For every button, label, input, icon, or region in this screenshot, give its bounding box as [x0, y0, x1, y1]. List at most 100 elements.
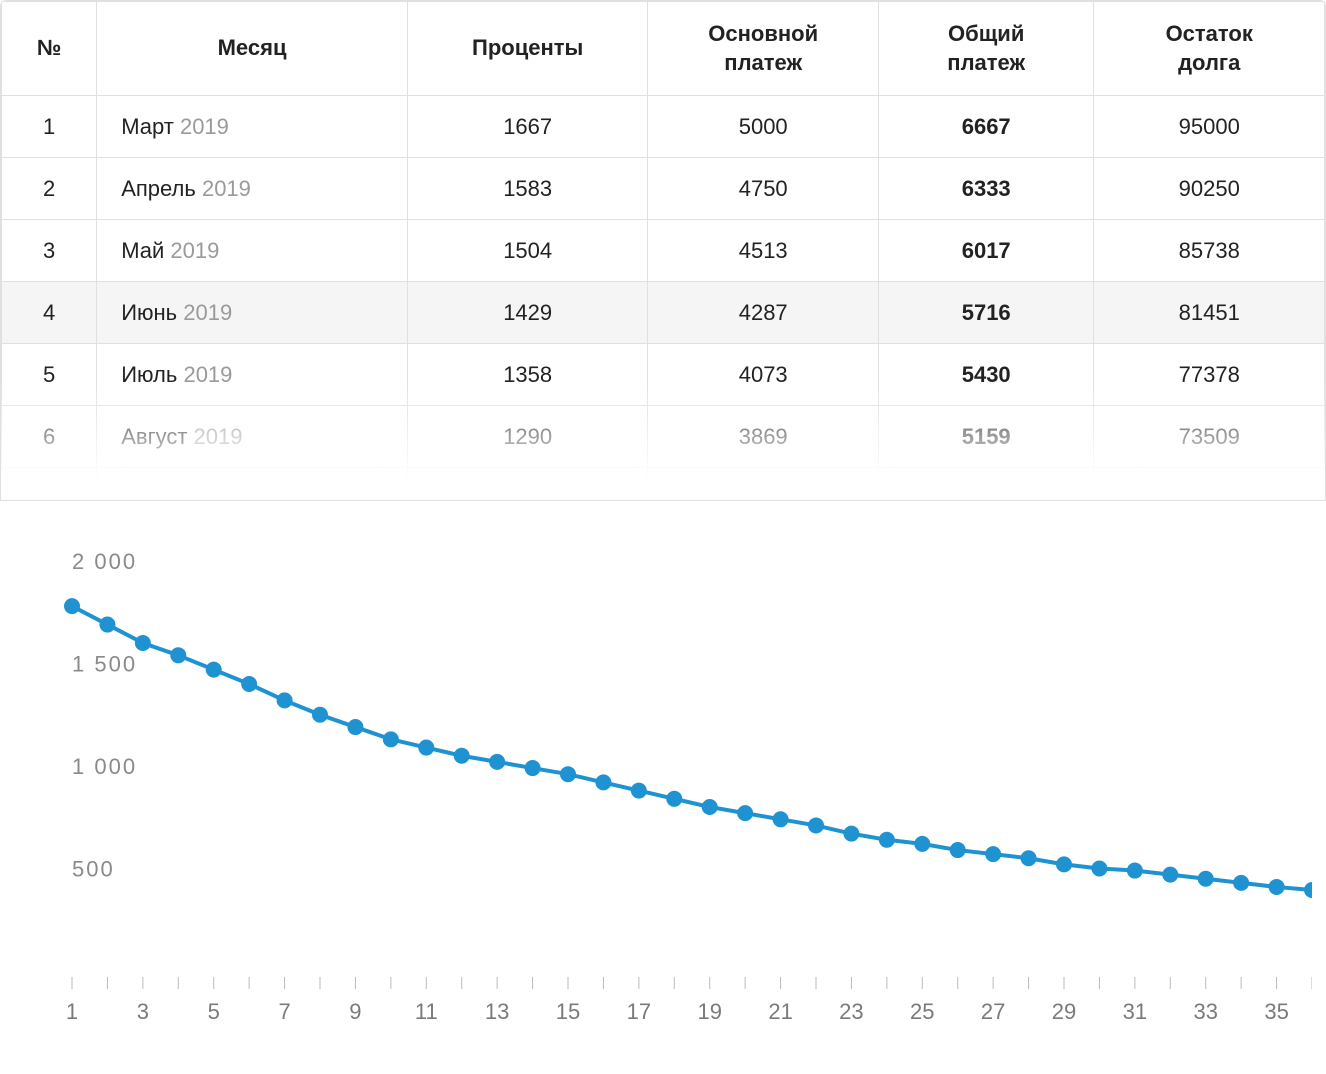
cell-month: Июнь 2019	[97, 282, 408, 344]
series-point	[418, 740, 434, 756]
x-tick-label: 11	[415, 999, 438, 1024]
cell-interest: 1583	[407, 158, 648, 220]
month-year: 2019	[202, 176, 251, 201]
payment-schedule-table: №МесяцПроцентыОсновнойплатежОбщийплатежО…	[1, 1, 1325, 501]
x-tick-label: 35	[1264, 999, 1288, 1024]
series-point	[985, 846, 1001, 862]
series-point	[99, 617, 115, 633]
y-tick-label: 500	[72, 857, 115, 882]
table-row[interactable]: 3Май 201915044513601785738	[2, 220, 1325, 282]
table-row[interactable]: 5Июль 201913584073543077378	[2, 344, 1325, 406]
interest-line-chart: 5001 0001 5002 0001357911131517192123252…	[12, 541, 1312, 1041]
cell-principal: 5000	[648, 96, 879, 158]
series-point	[1091, 861, 1107, 877]
x-tick-label: 33	[1193, 999, 1217, 1024]
month-year: 2019	[226, 486, 275, 502]
series-point	[631, 783, 647, 799]
series-point	[64, 598, 80, 614]
series-point	[808, 817, 824, 833]
cell-month: Апрель 2019	[97, 158, 408, 220]
month-name: Март	[121, 114, 180, 139]
cell-total: 4901	[878, 468, 1093, 502]
cell-month: Сентябрь 2019	[97, 468, 408, 502]
cell-principal: 3675	[648, 468, 879, 502]
month-year: 2019	[194, 424, 243, 449]
month-year: 2019	[183, 362, 232, 387]
series-point	[1269, 879, 1285, 895]
cell-balance: 95000	[1094, 96, 1325, 158]
cell-month: Август 2019	[97, 406, 408, 468]
series-point	[879, 832, 895, 848]
cell-total: 5159	[878, 406, 1093, 468]
x-tick-label: 13	[485, 999, 509, 1024]
month-name: Май	[121, 238, 170, 263]
series-point	[950, 842, 966, 858]
cell-total: 5430	[878, 344, 1093, 406]
x-tick-label: 23	[839, 999, 863, 1024]
series-point	[1162, 867, 1178, 883]
cell-interest: 1290	[407, 406, 648, 468]
x-tick-label: 7	[278, 999, 290, 1024]
month-name: Август	[121, 424, 193, 449]
table-row[interactable]: 1Март 201916675000666795000	[2, 96, 1325, 158]
table-row[interactable]: 2Апрель 201915834750633390250	[2, 158, 1325, 220]
x-tick-label: 9	[349, 999, 361, 1024]
month-year: 2019	[170, 238, 219, 263]
cell-n: 6	[2, 406, 97, 468]
series-point	[241, 676, 257, 692]
cell-month: Март 2019	[97, 96, 408, 158]
cell-n: 7	[2, 468, 97, 502]
cell-interest: 1358	[407, 344, 648, 406]
series-point	[489, 754, 505, 770]
month-name: Июль	[121, 362, 183, 387]
series-point	[206, 662, 222, 678]
cell-total: 6667	[878, 96, 1093, 158]
x-tick-label: 5	[208, 999, 220, 1024]
series-point	[843, 826, 859, 842]
cell-balance: 69834	[1094, 468, 1325, 502]
col-header-total: Общийплатеж	[878, 2, 1093, 96]
series-point	[1127, 863, 1143, 879]
x-tick-label: 3	[137, 999, 149, 1024]
cell-interest: 1429	[407, 282, 648, 344]
table-row[interactable]: 4Июнь 201914294287571681451	[2, 282, 1325, 344]
series-point	[666, 791, 682, 807]
cell-principal: 4513	[648, 220, 879, 282]
x-tick-label: 25	[910, 999, 934, 1024]
x-tick-label: 15	[556, 999, 580, 1024]
cell-interest: 1667	[407, 96, 648, 158]
series-point	[312, 707, 328, 723]
series-point	[1198, 871, 1214, 887]
cell-principal: 4750	[648, 158, 879, 220]
cell-interest: 1504	[407, 220, 648, 282]
series-point	[560, 766, 576, 782]
cell-balance: 85738	[1094, 220, 1325, 282]
series-line	[72, 606, 1312, 890]
table-row[interactable]: 7Сентябрь 201912253675490169834	[2, 468, 1325, 502]
cell-balance: 73509	[1094, 406, 1325, 468]
series-point	[135, 635, 151, 651]
series-point	[914, 836, 930, 852]
series-point	[383, 731, 399, 747]
series-point	[702, 799, 718, 815]
series-point	[1304, 882, 1312, 898]
table-row[interactable]: 6Август 201912903869515973509	[2, 406, 1325, 468]
month-year: 2019	[180, 114, 229, 139]
month-name: Сентябрь	[121, 486, 226, 502]
cell-balance: 90250	[1094, 158, 1325, 220]
x-tick-label: 31	[1123, 999, 1147, 1024]
x-tick-label: 21	[768, 999, 792, 1024]
series-point	[1233, 875, 1249, 891]
table-header: №МесяцПроцентыОсновнойплатежОбщийплатежО…	[2, 2, 1325, 96]
series-point	[773, 811, 789, 827]
cell-interest: 1225	[407, 468, 648, 502]
x-tick-label: 1	[66, 999, 78, 1024]
series-point	[454, 748, 470, 764]
y-tick-label: 1 000	[72, 754, 137, 779]
series-point	[525, 760, 541, 776]
payment-schedule-table-container: №МесяцПроцентыОсновнойплатежОбщийплатежО…	[0, 0, 1326, 501]
series-point	[595, 774, 611, 790]
cell-month: Июль 2019	[97, 344, 408, 406]
series-point	[737, 805, 753, 821]
col-header-balance: Остатокдолга	[1094, 2, 1325, 96]
